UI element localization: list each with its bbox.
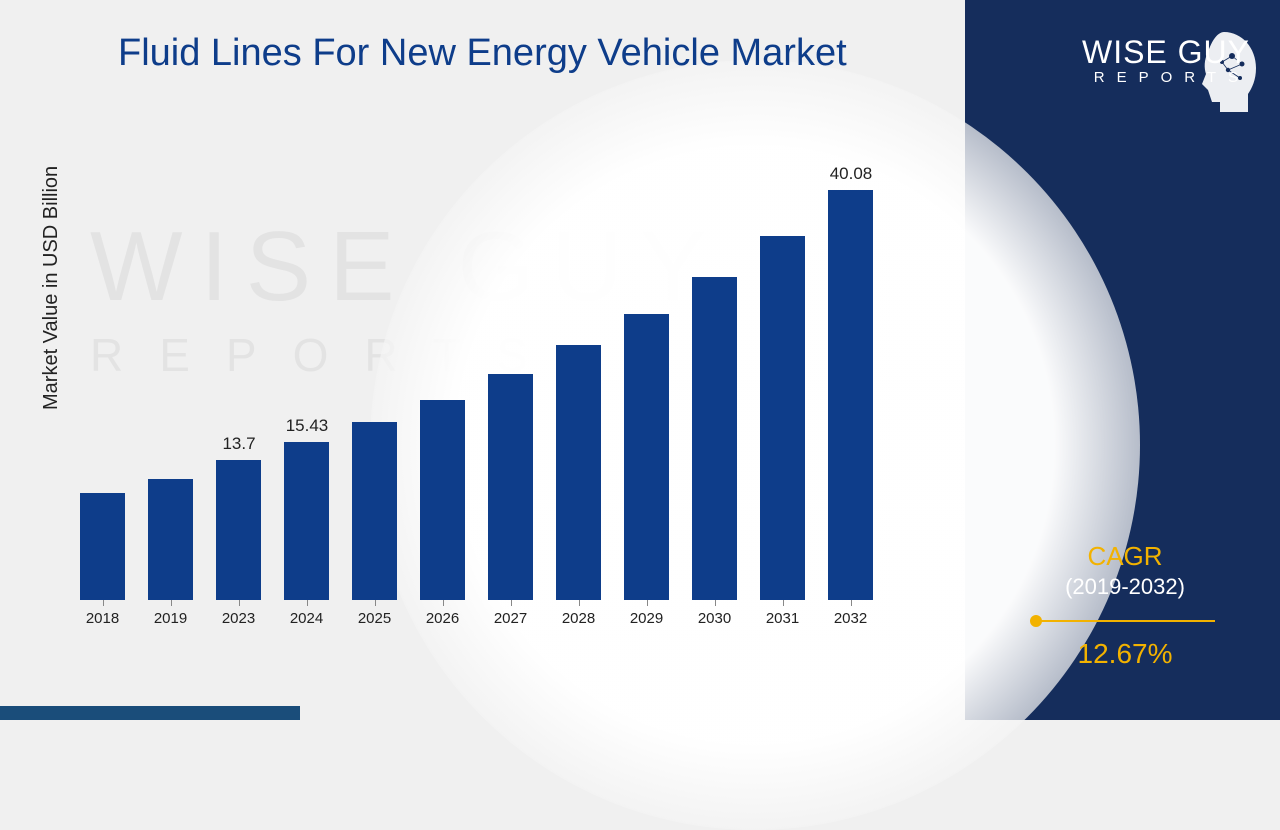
cagr-divider bbox=[1035, 620, 1215, 622]
cagr-value: 12.67% bbox=[1010, 638, 1240, 670]
page-title: Fluid Lines For New Energy Vehicle Marke… bbox=[118, 30, 847, 78]
bar bbox=[284, 442, 329, 600]
x-tick-mark bbox=[511, 600, 512, 606]
x-tick-label: 2025 bbox=[345, 610, 405, 627]
cagr-period: (2019-2032) bbox=[1010, 574, 1240, 600]
bar-value-label: 15.43 bbox=[272, 416, 342, 436]
bar bbox=[420, 400, 465, 600]
bar-chart: 13.715.4340.08 bbox=[80, 190, 900, 600]
x-tick-label: 2028 bbox=[549, 610, 609, 627]
x-axis: 2018201920232024202520262027202820292030… bbox=[80, 608, 900, 638]
bar bbox=[692, 277, 737, 600]
content-layer: Fluid Lines For New Energy Vehicle Marke… bbox=[0, 0, 965, 720]
x-tick-label: 2023 bbox=[209, 610, 269, 627]
brand-logo: WISE GUY REPORTS bbox=[1082, 34, 1250, 86]
bar bbox=[80, 493, 125, 600]
cagr-block: CAGR (2019-2032) 12.67% bbox=[1010, 541, 1240, 670]
x-tick-label: 2029 bbox=[617, 610, 677, 627]
x-tick-mark bbox=[443, 600, 444, 606]
x-tick-mark bbox=[307, 600, 308, 606]
x-tick-mark bbox=[851, 600, 852, 606]
x-tick-label: 2026 bbox=[413, 610, 473, 627]
logo-sub: REPORTS bbox=[1082, 69, 1250, 86]
logo-main: WISE GUY bbox=[1082, 34, 1250, 71]
x-tick-mark bbox=[103, 600, 104, 606]
bar-value-label: 40.08 bbox=[816, 164, 886, 184]
x-tick-mark bbox=[783, 600, 784, 606]
bar bbox=[148, 479, 193, 600]
x-tick-label: 2032 bbox=[821, 610, 881, 627]
plot-area: 13.715.4340.08 bbox=[80, 190, 900, 600]
bar-value-label: 13.7 bbox=[204, 434, 274, 454]
bar bbox=[556, 345, 601, 600]
x-tick-label: 2018 bbox=[73, 610, 133, 627]
bar bbox=[760, 236, 805, 600]
x-tick-label: 2019 bbox=[141, 610, 201, 627]
x-tick-label: 2031 bbox=[753, 610, 813, 627]
x-tick-label: 2027 bbox=[481, 610, 541, 627]
x-tick-mark bbox=[239, 600, 240, 606]
bar bbox=[352, 422, 397, 600]
cagr-label: CAGR bbox=[1010, 541, 1240, 572]
bar bbox=[488, 374, 533, 600]
x-tick-mark bbox=[647, 600, 648, 606]
bar bbox=[828, 190, 873, 600]
bar bbox=[216, 460, 261, 600]
x-tick-mark bbox=[171, 600, 172, 606]
bar bbox=[624, 314, 669, 600]
y-axis-label: Market Value in USD Billion bbox=[40, 166, 63, 410]
x-tick-mark bbox=[375, 600, 376, 606]
x-tick-mark bbox=[715, 600, 716, 606]
x-tick-label: 2030 bbox=[685, 610, 745, 627]
x-tick-mark bbox=[579, 600, 580, 606]
x-tick-label: 2024 bbox=[277, 610, 337, 627]
